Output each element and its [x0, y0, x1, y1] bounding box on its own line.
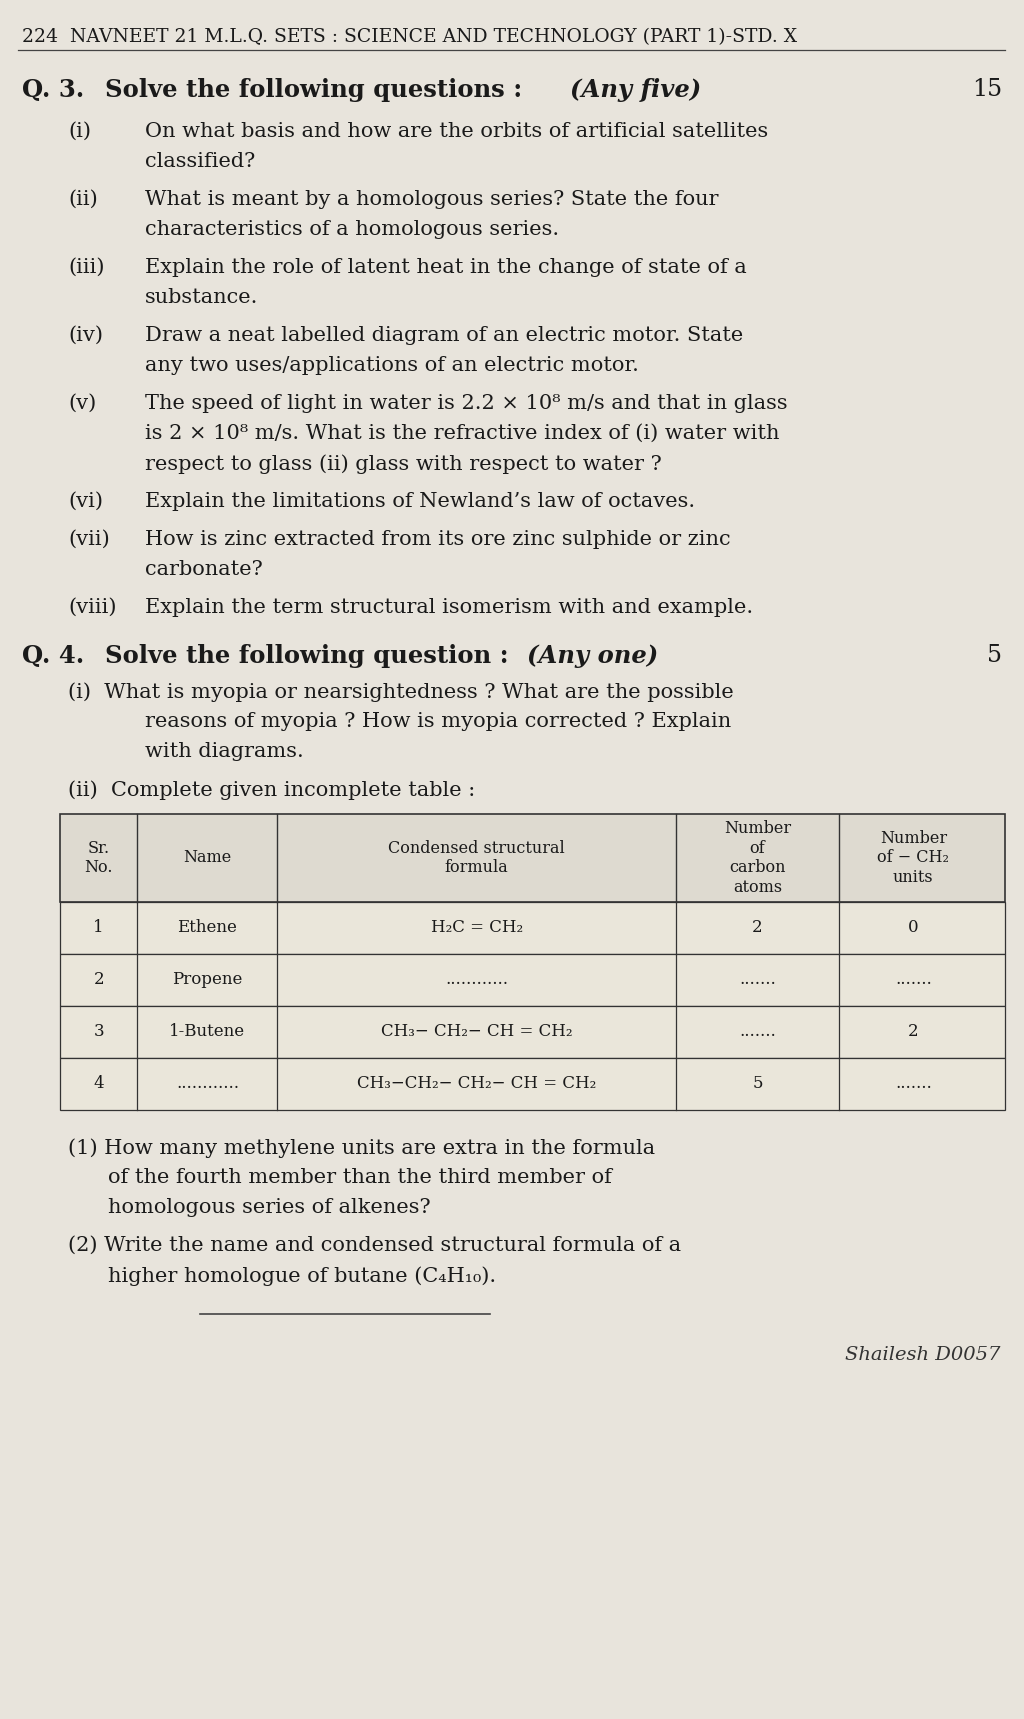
Text: Q. 3.: Q. 3.	[22, 77, 84, 101]
Text: 224  NAVNEET 21 M.L.Q. SETS : SCIENCE AND TECHNOLOGY (PART 1)-STD. X: 224 NAVNEET 21 M.L.Q. SETS : SCIENCE AND…	[22, 28, 797, 46]
Bar	[60, 1006, 1005, 1057]
Text: (viii): (viii)	[68, 598, 117, 617]
Text: .......: .......	[895, 1076, 932, 1093]
Text: Number
of − CH₂
units: Number of − CH₂ units	[878, 830, 949, 885]
Text: 5: 5	[987, 645, 1002, 667]
Text: CH₃− CH₂− CH = CH₂: CH₃− CH₂− CH = CH₂	[381, 1023, 572, 1040]
Text: 15: 15	[972, 77, 1002, 101]
Text: ............: ............	[176, 1076, 239, 1093]
Text: Sr.
No.: Sr. No.	[85, 839, 113, 877]
Text: ............: ............	[445, 971, 508, 988]
Text: Solve the following questions :: Solve the following questions :	[105, 77, 530, 101]
Text: 5: 5	[753, 1076, 763, 1093]
Text: carbonate?: carbonate?	[145, 560, 263, 579]
Text: respect to glass (ii) glass with respect to water ?: respect to glass (ii) glass with respect…	[145, 454, 662, 474]
Text: Explain the limitations of Newland’s law of octaves.: Explain the limitations of Newland’s law…	[145, 492, 695, 511]
Text: Explain the term structural isomerism with and example.: Explain the term structural isomerism wi…	[145, 598, 753, 617]
Text: Ethene: Ethene	[177, 920, 238, 937]
Bar	[60, 1057, 1005, 1110]
Text: 2: 2	[752, 920, 763, 937]
Text: (i)  What is myopia or nearsightedness ? What are the possible: (i) What is myopia or nearsightedness ? …	[68, 682, 734, 701]
Text: 3: 3	[93, 1023, 104, 1040]
Text: .......: .......	[739, 971, 776, 988]
Text: What is meant by a homologous series? State the four: What is meant by a homologous series? St…	[145, 191, 719, 210]
Text: of the fourth member than the third member of: of the fourth member than the third memb…	[108, 1167, 612, 1188]
Text: The speed of light in water is 2.2 × 10⁸ m/s and that in glass: The speed of light in water is 2.2 × 10⁸…	[145, 394, 787, 413]
Text: reasons of myopia ? How is myopia corrected ? Explain: reasons of myopia ? How is myopia correc…	[145, 712, 731, 731]
Text: (iii): (iii)	[68, 258, 104, 277]
Text: 0: 0	[908, 920, 919, 937]
Text: 4: 4	[93, 1076, 104, 1093]
Text: (i): (i)	[68, 122, 91, 141]
Text: Draw a neat labelled diagram of an electric motor. State: Draw a neat labelled diagram of an elect…	[145, 327, 743, 346]
Text: classified?: classified?	[145, 151, 255, 170]
Text: Explain the role of latent heat in the change of state of a: Explain the role of latent heat in the c…	[145, 258, 746, 277]
Text: (v): (v)	[68, 394, 96, 413]
Bar	[60, 902, 1005, 954]
Bar	[60, 815, 1005, 902]
Text: .......: .......	[739, 1023, 776, 1040]
Text: Shailesh D0057: Shailesh D0057	[845, 1346, 1000, 1363]
Text: substance.: substance.	[145, 289, 258, 308]
Text: 1: 1	[93, 920, 104, 937]
Text: (ii): (ii)	[68, 191, 97, 210]
Text: (iv): (iv)	[68, 327, 103, 346]
Text: is 2 × 10⁸ m/s. What is the refractive index of (i) water with: is 2 × 10⁸ m/s. What is the refractive i…	[145, 425, 779, 444]
Text: (1) How many methylene units are extra in the formula: (1) How many methylene units are extra i…	[68, 1138, 655, 1157]
Text: higher homologue of butane (C₄H₁₀).: higher homologue of butane (C₄H₁₀).	[108, 1265, 496, 1286]
Text: (ii)  Complete given incomplete table :: (ii) Complete given incomplete table :	[68, 780, 475, 799]
Text: 2: 2	[908, 1023, 919, 1040]
Text: (Any five): (Any five)	[570, 77, 701, 101]
Text: homologous series of alkenes?: homologous series of alkenes?	[108, 1198, 431, 1217]
Text: Solve the following question :: Solve the following question :	[105, 645, 517, 669]
Text: .......: .......	[895, 971, 932, 988]
Text: How is zinc extracted from its ore zinc sulphide or zinc: How is zinc extracted from its ore zinc …	[145, 529, 731, 548]
Text: with diagrams.: with diagrams.	[145, 743, 304, 762]
Text: Name: Name	[183, 849, 231, 866]
Text: Number
of
carbon
atoms: Number of carbon atoms	[724, 820, 791, 896]
Text: (vii): (vii)	[68, 529, 110, 548]
Text: H₂C = CH₂: H₂C = CH₂	[431, 920, 523, 937]
Bar	[60, 954, 1005, 1006]
Text: Condensed structural
formula: Condensed structural formula	[388, 839, 565, 877]
Text: 2: 2	[93, 971, 104, 988]
Text: CH₃−CH₂− CH₂− CH = CH₂: CH₃−CH₂− CH₂− CH = CH₂	[357, 1076, 596, 1093]
Text: (vi): (vi)	[68, 492, 103, 511]
Text: any two uses/applications of an electric motor.: any two uses/applications of an electric…	[145, 356, 639, 375]
Text: 1-Butene: 1-Butene	[169, 1023, 246, 1040]
Text: (Any one): (Any one)	[527, 645, 658, 669]
Text: Q. 4.: Q. 4.	[22, 645, 84, 669]
Text: On what basis and how are the orbits of artificial satellites: On what basis and how are the orbits of …	[145, 122, 768, 141]
Text: (2) Write the name and condensed structural formula of a: (2) Write the name and condensed structu…	[68, 1236, 681, 1255]
Text: characteristics of a homologous series.: characteristics of a homologous series.	[145, 220, 559, 239]
Text: Propene: Propene	[172, 971, 243, 988]
